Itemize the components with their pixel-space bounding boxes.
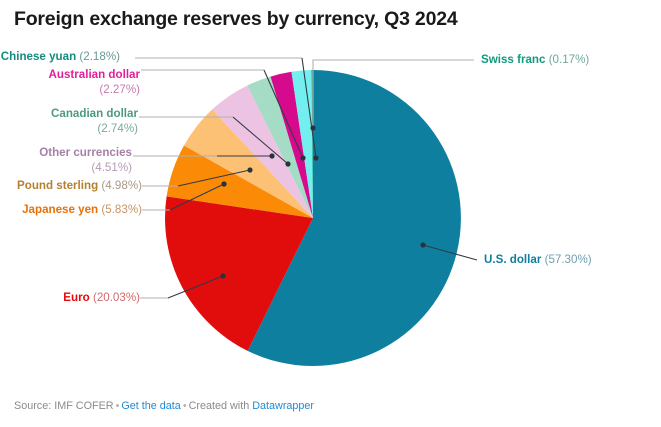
pie-slice-euro[interactable] — [165, 196, 313, 351]
pie-slice-other-currencies[interactable] — [212, 85, 313, 219]
leader-dot-pound-sterling — [247, 167, 253, 173]
slice-label-australian-dollar[interactable]: Australian dollar (2.27%) — [0, 68, 140, 97]
leader-pointer-us-dollar — [422, 244, 478, 261]
slice-label-pct-swiss-franc: (0.17%) — [548, 53, 590, 66]
leader-dot-other-currencies — [269, 153, 275, 159]
pie-slice-us-dollar[interactable] — [247, 70, 461, 366]
slice-label-name-japanese-yen: Japanese yen — [22, 203, 99, 216]
slice-label-name-swiss-franc: Swiss franc — [481, 53, 546, 66]
slice-label-name-chinese-yuan: Chinese yuan — [0, 50, 77, 63]
pie-chart-svg — [133, 57, 478, 366]
leader-pointer-canadian-dollar — [232, 116, 289, 165]
slice-label-canadian-dollar[interactable]: Canadian dollar (2.74%) — [0, 107, 138, 136]
footer: Source: IMF COFER • Get the data • Created w… — [14, 400, 314, 412]
slice-label-pct-australian-dollar: (2.27%) — [99, 82, 140, 96]
pie-slice-chinese-yuan[interactable] — [291, 70, 313, 218]
slice-label-us-dollar[interactable]: U.S. dollar (57.30%) — [484, 253, 592, 268]
leader-line-swiss-franc — [312, 59, 474, 128]
footer-source: Source: IMF COFER — [14, 400, 114, 412]
footer-created-with: Created with — [188, 400, 250, 412]
pie-slice-pound-sterling[interactable] — [183, 109, 313, 218]
slice-label-pound-sterling[interactable]: Pound sterling (4.98%) — [17, 179, 142, 194]
pie-slices — [165, 70, 461, 366]
leader-pointer-chinese-yuan — [301, 57, 317, 159]
slice-label-name-us-dollar: U.S. dollar — [484, 253, 542, 266]
slice-label-other-currencies[interactable]: Other currencies (4.51%) — [0, 146, 132, 175]
slice-label-pct-pound-sterling: (4.98%) — [101, 179, 142, 192]
leader-dot-swiss-franc — [310, 125, 316, 131]
pie-chart: Chinese yuan (2.18%) Australian dollar (… — [0, 38, 661, 383]
leader-dot-chinese-yuan — [313, 155, 319, 161]
leader-dot-us-dollar — [420, 242, 426, 248]
get-the-data-link[interactable]: Get the data — [121, 400, 181, 412]
slice-label-pct-japanese-yen: (5.83%) — [101, 203, 142, 216]
slice-label-pct-us-dollar: (57.30%) — [544, 253, 592, 266]
slice-label-euro[interactable]: Euro (20.03%) — [63, 291, 140, 306]
pie-slice-canadian-dollar[interactable] — [247, 76, 313, 218]
slice-label-name-pound-sterling: Pound sterling — [17, 179, 99, 192]
slice-label-japanese-yen[interactable]: Japanese yen (5.83%) — [22, 203, 142, 218]
slice-label-swiss-franc[interactable]: Swiss franc (0.17%) — [481, 53, 589, 68]
slice-label-chinese-yuan[interactable]: Chinese yuan (2.18%) — [1, 50, 120, 65]
slice-label-pct-other-currencies: (4.51%) — [91, 160, 132, 174]
leader-dot-australian-dollar — [300, 155, 306, 161]
leader-dot-canadian-dollar — [285, 161, 291, 167]
leader-pointer-australian-dollar — [263, 69, 304, 159]
leader-pointer-euro — [167, 275, 224, 299]
page-title: Foreign exchange reserves by currency, Q… — [14, 8, 458, 30]
slice-label-name-australian-dollar: Australian dollar — [48, 68, 140, 81]
pie-slice-japanese-yen[interactable] — [166, 145, 313, 218]
slice-label-name-euro: Euro — [63, 291, 90, 304]
slice-label-pct-chinese-yuan: (2.18%) — [79, 50, 120, 63]
slice-label-name-canadian-dollar: Canadian dollar — [51, 107, 138, 120]
slice-label-pct-canadian-dollar: (2.74%) — [97, 121, 138, 135]
leader-pointer-pound-sterling — [177, 169, 251, 187]
slice-label-name-other-currencies: Other currencies — [39, 146, 132, 159]
leader-lines — [133, 57, 478, 299]
leader-dot-euro — [220, 273, 226, 279]
footer-separator-2: • — [182, 400, 187, 412]
footer-separator-1: • — [115, 400, 120, 412]
datawrapper-link[interactable]: Datawrapper — [252, 400, 315, 412]
slice-label-pct-euro: (20.03%) — [92, 291, 140, 304]
leader-pointer-japanese-yen — [169, 183, 225, 211]
leader-dot-japanese-yen — [221, 181, 227, 187]
